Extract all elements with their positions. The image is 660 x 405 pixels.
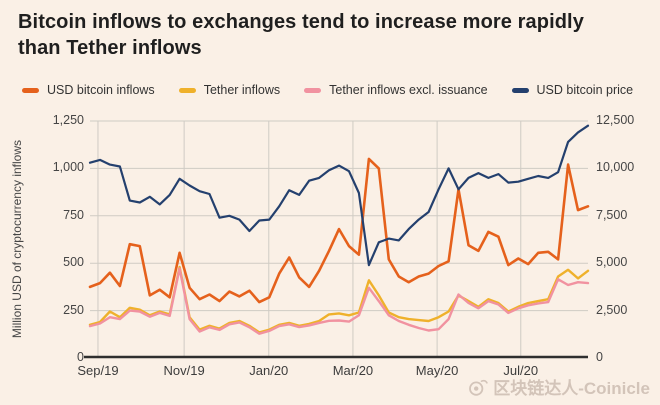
y-right-tick-label: 0 [596, 350, 603, 364]
legend-marker-icon [178, 87, 196, 93]
legend-item-2: Tether inflows excl. issuance [304, 83, 488, 97]
chart-title-line-1: Bitcoin inflows to exchanges tend to inc… [18, 11, 584, 33]
y-right-tick-label: 7,500 [596, 207, 628, 222]
y-right-tick-label: 10,000 [596, 160, 635, 175]
legend-label: USD bitcoin inflows [47, 83, 155, 97]
x-tick-label: Jul/20 [503, 363, 539, 378]
legend-label: Tether inflows [203, 83, 281, 97]
x-tick-label: Mar/20 [332, 363, 374, 378]
legend-label: Tether inflows excl. issuance [329, 83, 488, 97]
legend-marker-icon [22, 87, 39, 93]
legend-item-1: Tether inflows [178, 83, 281, 97]
legend-marker-icon [304, 87, 322, 93]
x-tick-label: Jan/20 [249, 363, 289, 378]
chart-title: Bitcoin inflows to exchanges tend to inc… [18, 9, 618, 61]
x-tick-label: Nov/19 [163, 363, 205, 378]
x-tick-label: May/20 [415, 363, 459, 378]
legend-item-0: USD bitcoin inflows [22, 83, 155, 97]
legend-marker-icon [511, 87, 529, 93]
y-left-tick-label: 1,250 [52, 113, 84, 127]
plot-area [84, 120, 590, 359]
y-left-tick-label: 1,000 [52, 160, 84, 175]
x-tick-label: Sep/19 [77, 363, 119, 378]
y-left-tick-label: 750 [63, 207, 84, 222]
legend-item-3: USD bitcoin price [511, 83, 634, 97]
chart-title-line-2: than Tether inflows [18, 37, 202, 59]
y-right-tick-label: 12,500 [596, 113, 635, 127]
y-left-tick-label: 500 [63, 255, 84, 270]
y-axis-title: Million USD of cryptocurrency inflows [10, 140, 24, 339]
y-right-tick-label: 5,000 [596, 255, 628, 270]
y-right-tick-label: 2,500 [596, 302, 628, 317]
watermark-text: 区块链达人-Coinicle [493, 379, 650, 398]
legend: USD bitcoin inflows Tether inflows Tether … [22, 83, 633, 97]
y-left-tick-label: 250 [63, 302, 84, 317]
legend-label: USD bitcoin price [536, 83, 634, 97]
watermark: 区块链达人-Coinicle [468, 374, 650, 399]
plot-svg [84, 120, 590, 359]
weibo-eye-icon [469, 379, 488, 396]
y-left-tick-label: 0 [77, 350, 84, 364]
